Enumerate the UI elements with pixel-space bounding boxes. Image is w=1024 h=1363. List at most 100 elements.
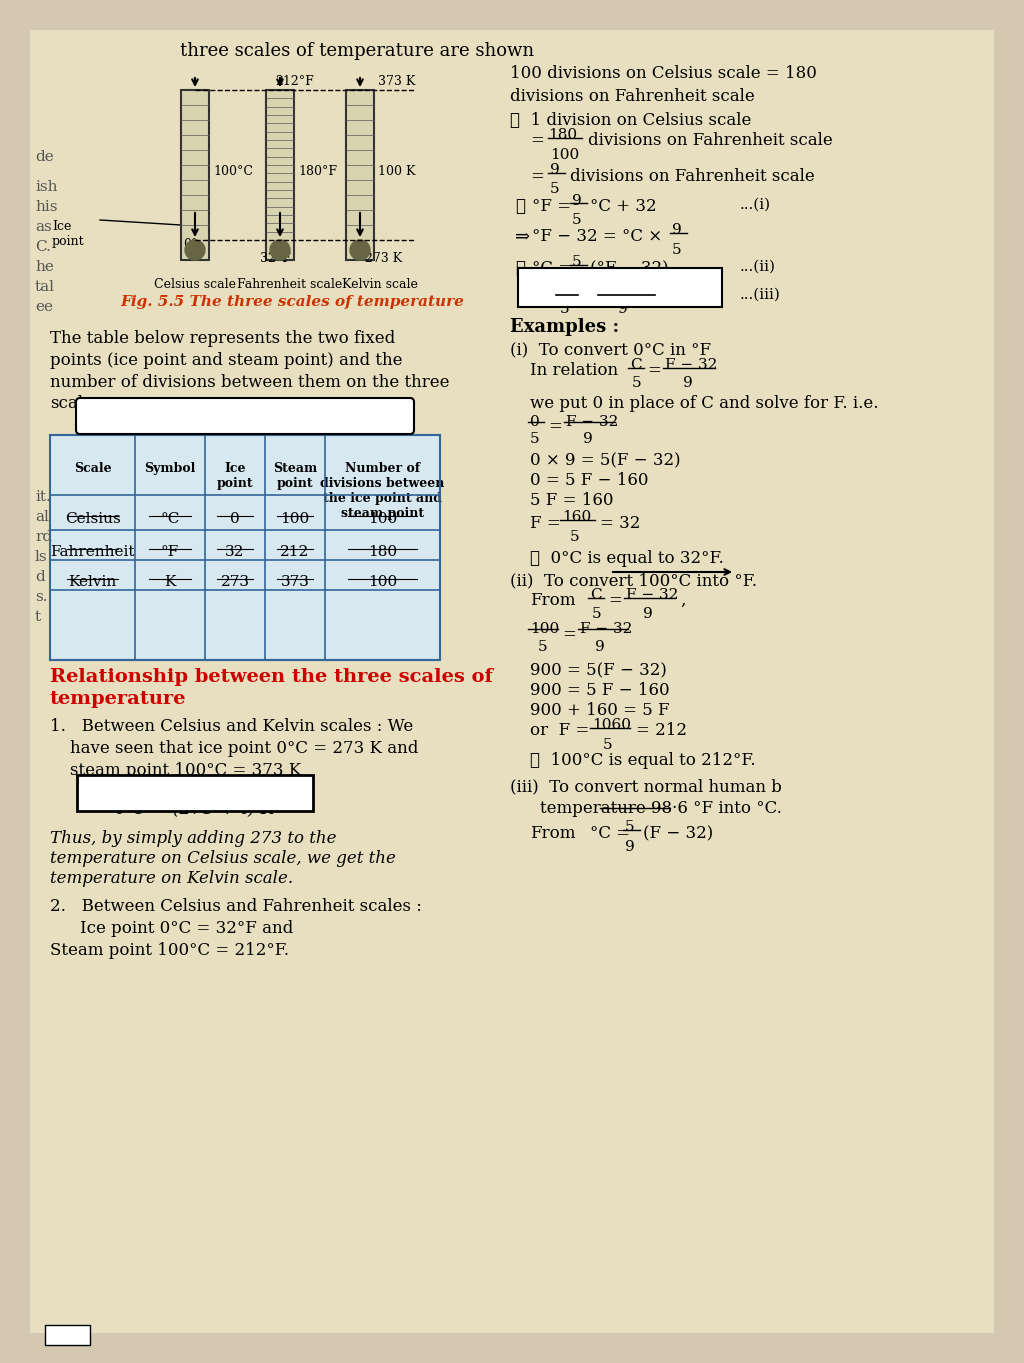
Text: 9: 9 xyxy=(672,224,682,237)
Text: C: C xyxy=(630,358,642,372)
Text: his: his xyxy=(35,200,57,214)
Text: ee: ee xyxy=(35,300,53,313)
Text: 180°F: 180°F xyxy=(298,165,337,179)
Circle shape xyxy=(270,240,290,260)
Text: Fahrenheit scale: Fahrenheit scale xyxy=(238,278,343,290)
Text: 373 K: 373 K xyxy=(378,75,416,89)
Text: ⇒: ⇒ xyxy=(515,228,530,245)
Text: 180: 180 xyxy=(548,128,578,142)
Text: as: as xyxy=(35,219,52,234)
Text: 100: 100 xyxy=(368,575,397,589)
Text: 0: 0 xyxy=(230,512,240,526)
Text: 900 + 160 = 5 F: 900 + 160 = 5 F xyxy=(530,702,670,720)
Text: The table below represents the two fixed: The table below represents the two fixed xyxy=(50,330,395,348)
Text: 273: 273 xyxy=(220,575,250,589)
Text: C.: C. xyxy=(35,240,51,254)
Text: Ice
point: Ice point xyxy=(52,219,85,248)
Text: temperature on Kelvin scale.: temperature on Kelvin scale. xyxy=(50,870,293,887)
Text: °F − 32: °F − 32 xyxy=(600,284,660,298)
Text: Steam point 100°C = 212°F.: Steam point 100°C = 212°F. xyxy=(50,942,289,960)
Text: points (ice point and steam point) and the: points (ice point and steam point) and t… xyxy=(50,352,402,369)
Text: divisions on Fahrenheit scale: divisions on Fahrenheit scale xyxy=(510,89,755,105)
FancyBboxPatch shape xyxy=(518,269,722,307)
Text: 100: 100 xyxy=(281,512,309,526)
Bar xyxy=(346,90,374,260)
Text: divisions on Fahrenheit scale: divisions on Fahrenheit scale xyxy=(588,132,833,149)
Text: s.: s. xyxy=(35,590,47,604)
Text: or  F =: or F = xyxy=(530,722,590,739)
Text: 273 K: 273 K xyxy=(365,252,402,264)
Text: 5: 5 xyxy=(538,641,548,654)
Text: (i)  To convert 0°C in °F: (i) To convert 0°C in °F xyxy=(510,342,711,358)
Text: 32°F: 32°F xyxy=(259,252,291,264)
Text: 5: 5 xyxy=(672,243,682,258)
Text: (ii)  To convert 100°C into °F.: (ii) To convert 100°C into °F. xyxy=(510,572,757,589)
Text: 32: 32 xyxy=(225,545,245,559)
Text: Kelvin scale: Kelvin scale xyxy=(342,278,418,290)
Text: 5: 5 xyxy=(572,213,582,228)
Circle shape xyxy=(350,240,370,260)
Text: 5: 5 xyxy=(592,607,602,622)
Text: From: From xyxy=(530,825,575,842)
Text: = 32: = 32 xyxy=(600,515,640,532)
Text: °F =: °F = xyxy=(532,198,571,215)
Text: 100°C: 100°C xyxy=(213,165,253,179)
Text: ...(ii): ...(ii) xyxy=(740,260,776,274)
Text: 2.   Between Celsius and Fahrenheit scales :: 2. Between Celsius and Fahrenheit scales… xyxy=(50,898,422,915)
Text: (°F − 32): (°F − 32) xyxy=(590,260,669,277)
Text: Scale: Scale xyxy=(74,462,112,474)
Text: have seen that ice point 0°C = 273 K and: have seen that ice point 0°C = 273 K and xyxy=(70,740,419,756)
Text: F − 32: F − 32 xyxy=(566,414,618,429)
Text: ∴: ∴ xyxy=(515,260,525,277)
Text: 100 divisions on Celsius scale = 180: 100 divisions on Celsius scale = 180 xyxy=(510,65,817,82)
Text: ∴  0°C is equal to 32°F.: ∴ 0°C is equal to 32°F. xyxy=(530,551,724,567)
Text: 373: 373 xyxy=(281,575,309,589)
Text: ish: ish xyxy=(35,180,57,194)
Text: Celsius: Celsius xyxy=(65,512,121,526)
Text: From: From xyxy=(530,592,575,609)
Text: Fig. 5.5 The three scales of temperature: Fig. 5.5 The three scales of temperature xyxy=(120,294,464,309)
Text: 5: 5 xyxy=(560,303,569,316)
Text: 100 K: 100 K xyxy=(378,165,416,179)
Text: 9: 9 xyxy=(618,303,628,316)
Text: 9: 9 xyxy=(550,164,560,177)
Text: we put 0 in place of C and solve for F. i.e.: we put 0 in place of C and solve for F. … xyxy=(530,395,879,412)
Text: In relation: In relation xyxy=(530,363,618,379)
Text: K: K xyxy=(164,575,176,589)
Text: =: = xyxy=(562,626,575,643)
Text: [Celsius, Fahrenheit and Kelvin scales]: [Celsius, Fahrenheit and Kelvin scales] xyxy=(78,420,412,433)
FancyBboxPatch shape xyxy=(77,776,313,811)
Text: =: = xyxy=(530,132,544,149)
Text: Thus, by simply adding 273 to the: Thus, by simply adding 273 to the xyxy=(50,830,337,846)
Text: ,: , xyxy=(680,592,685,609)
Text: steam point 100°C = 373 K: steam point 100°C = 373 K xyxy=(70,762,301,780)
Text: F − 32: F − 32 xyxy=(580,622,633,637)
Text: temperature 98·6 °F into °C.: temperature 98·6 °F into °C. xyxy=(540,800,782,816)
Text: 212: 212 xyxy=(281,545,309,559)
Text: ∴  1 division on Celsius scale: ∴ 1 division on Celsius scale xyxy=(510,112,752,129)
Text: rd: rd xyxy=(35,530,52,544)
Text: 160: 160 xyxy=(562,510,591,523)
Circle shape xyxy=(185,240,205,260)
Text: =: = xyxy=(530,168,544,185)
Text: °C + 32: °C + 32 xyxy=(590,198,656,215)
Bar xyxy=(181,90,209,260)
Text: ∴: ∴ xyxy=(515,198,525,215)
Text: it.: it. xyxy=(35,491,51,504)
Text: 9: 9 xyxy=(595,641,605,654)
Text: 0: 0 xyxy=(530,414,540,429)
Text: 5: 5 xyxy=(603,737,612,752)
Text: =: = xyxy=(584,288,598,305)
Text: Number of
divisions between
the ice point and
steam point: Number of divisions between the ice poin… xyxy=(321,462,444,521)
Text: t°C = (273 + t) K: t°C = (273 + t) K xyxy=(116,800,274,818)
Text: ...(i): ...(i) xyxy=(740,198,771,213)
Text: Kelvin: Kelvin xyxy=(69,575,117,589)
Text: 900 = 5 F − 160: 900 = 5 F − 160 xyxy=(530,682,670,699)
Text: Relationship between the three scales of: Relationship between the three scales of xyxy=(50,668,493,686)
Text: Heat: Heat xyxy=(50,1334,84,1349)
Text: ...(iii): ...(iii) xyxy=(740,288,781,303)
Text: Examples :: Examples : xyxy=(510,318,620,337)
Text: 100: 100 xyxy=(530,622,559,637)
Text: 5 F = 160: 5 F = 160 xyxy=(530,492,613,508)
Text: 5: 5 xyxy=(550,183,560,196)
